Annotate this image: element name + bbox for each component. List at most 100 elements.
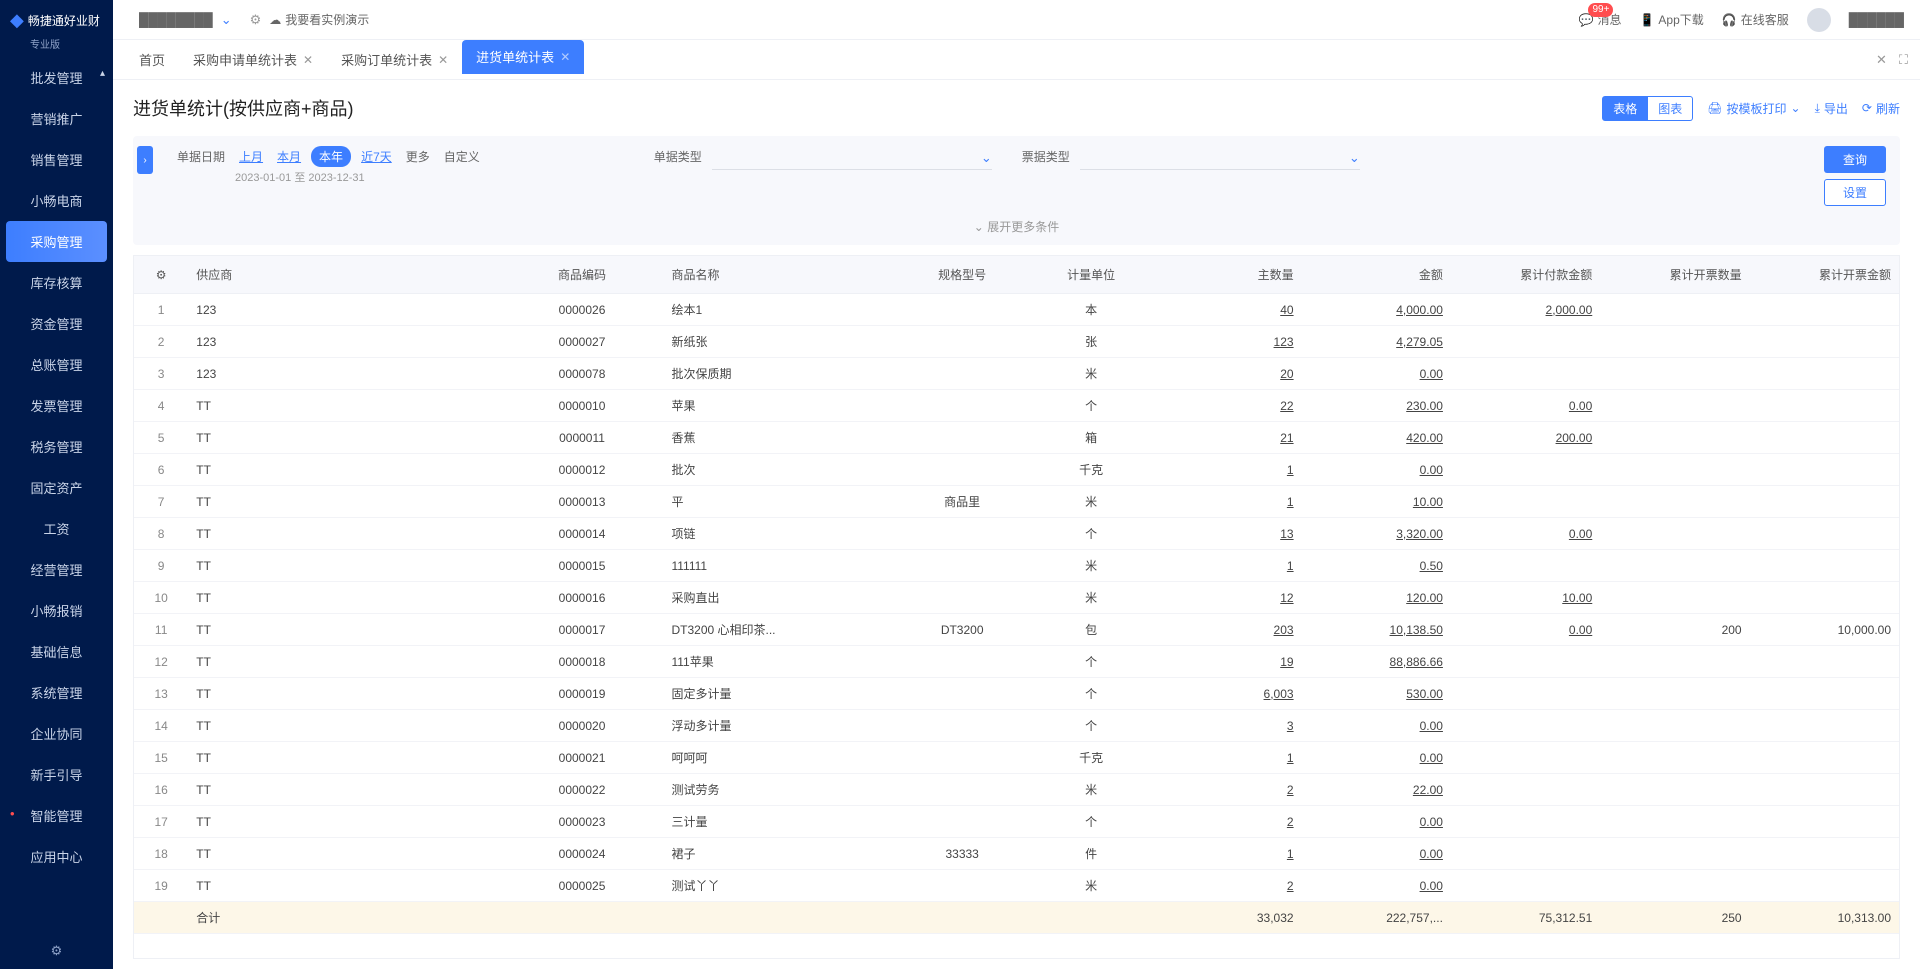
nav-item[interactable]: 资金管理 bbox=[0, 303, 113, 344]
table-row[interactable]: 21230000027新纸张张1234,279.05 bbox=[134, 326, 1899, 358]
nav-item[interactable]: 智能管理 bbox=[0, 795, 113, 836]
nav-item[interactable]: 新手引导 bbox=[0, 754, 113, 795]
nav-item[interactable]: 经营管理 bbox=[0, 549, 113, 590]
qty-cell[interactable]: 40 bbox=[1152, 294, 1301, 326]
gear-icon[interactable]: ⚙ bbox=[250, 12, 262, 28]
export-button[interactable]: ⤓ 导出 bbox=[1815, 100, 1848, 117]
tab[interactable]: 采购申请单统计表✕ bbox=[179, 40, 327, 80]
topbar-action[interactable]: 📱App下载 bbox=[1639, 11, 1703, 28]
table-row[interactable]: 17TT0000023三计量个20.00 bbox=[134, 806, 1899, 838]
qty-cell[interactable]: 123 bbox=[1152, 326, 1301, 358]
column-header[interactable]: 主数量 bbox=[1152, 256, 1301, 294]
qty-cell[interactable]: 1 bbox=[1152, 742, 1301, 774]
table-row[interactable]: 11230000026绘本1本404,000.002,000.00 bbox=[134, 294, 1899, 326]
nav-item[interactable]: 小畅电商 bbox=[0, 180, 113, 221]
topbar-action[interactable]: 🎧在线客服 bbox=[1722, 11, 1789, 28]
table-row[interactable]: 5TT0000011香蕉箱21420.00200.00 bbox=[134, 422, 1899, 454]
paid-cell[interactable]: 0.00 bbox=[1451, 614, 1600, 646]
amount-cell[interactable]: 0.00 bbox=[1302, 454, 1451, 486]
query-button[interactable]: 查询 bbox=[1824, 146, 1886, 173]
tab[interactable]: 首页 bbox=[125, 40, 179, 80]
settings-icon[interactable]: ⚙ bbox=[0, 933, 113, 969]
table-row[interactable]: 7TT0000013平商品里米110.00 bbox=[134, 486, 1899, 518]
qty-cell[interactable]: 21 bbox=[1152, 422, 1301, 454]
amount-cell[interactable]: 10.00 bbox=[1302, 486, 1451, 518]
nav-item[interactable]: 税务管理 bbox=[0, 426, 113, 467]
paid-cell[interactable]: 200.00 bbox=[1451, 422, 1600, 454]
date-chip[interactable]: 本年 bbox=[311, 146, 351, 167]
qty-cell[interactable]: 3 bbox=[1152, 710, 1301, 742]
qty-cell[interactable]: 22 bbox=[1152, 390, 1301, 422]
amount-cell[interactable]: 88,886.66 bbox=[1302, 646, 1451, 678]
table-row[interactable]: 16TT0000022测试劳务米222.00 bbox=[134, 774, 1899, 806]
table-row[interactable]: 19TT0000025测试丫丫米20.00 bbox=[134, 870, 1899, 902]
close-icon[interactable]: ✕ bbox=[438, 53, 448, 67]
tab[interactable]: 进货单统计表✕ bbox=[462, 40, 584, 74]
demo-link[interactable]: ☁ 我要看实例演示 bbox=[269, 11, 369, 28]
nav-item[interactable]: 系统管理 bbox=[0, 672, 113, 713]
table-row[interactable]: 10TT0000016采购直出米12120.0010.00 bbox=[134, 582, 1899, 614]
nav-item[interactable]: 库存核算 bbox=[0, 262, 113, 303]
collapse-filter-handle[interactable]: › bbox=[137, 146, 153, 174]
qty-cell[interactable]: 12 bbox=[1152, 582, 1301, 614]
date-chip[interactable]: 更多 bbox=[402, 146, 434, 167]
avatar[interactable] bbox=[1807, 8, 1831, 32]
nav-item[interactable]: 发票管理 bbox=[0, 385, 113, 426]
qty-cell[interactable]: 1 bbox=[1152, 550, 1301, 582]
amount-cell[interactable]: 22.00 bbox=[1302, 774, 1451, 806]
qty-cell[interactable]: 2 bbox=[1152, 806, 1301, 838]
refresh-button[interactable]: ⟳ 刷新 bbox=[1862, 100, 1900, 117]
table-row[interactable]: 15TT0000021呵呵呵千克10.00 bbox=[134, 742, 1899, 774]
fullscreen-icon[interactable]: ⛶ bbox=[1899, 52, 1908, 68]
column-header[interactable]: 商品编码 bbox=[501, 256, 664, 294]
nav-item[interactable]: 应用中心 bbox=[0, 836, 113, 877]
invoice-type-select[interactable]: ⌄ bbox=[1080, 146, 1360, 170]
column-header[interactable]: 累计开票金额 bbox=[1750, 256, 1899, 294]
column-settings-icon[interactable]: ⚙ bbox=[134, 256, 188, 294]
amount-cell[interactable]: 0.00 bbox=[1302, 838, 1451, 870]
table-row[interactable]: 4TT0000010苹果个22230.000.00 bbox=[134, 390, 1899, 422]
tab[interactable]: 采购订单统计表✕ bbox=[327, 40, 462, 80]
amount-cell[interactable]: 0.00 bbox=[1302, 806, 1451, 838]
table-row[interactable]: 8TT0000014项链个133,320.000.00 bbox=[134, 518, 1899, 550]
table-row[interactable]: 12TT0000018111苹果个1988,886.66 bbox=[134, 646, 1899, 678]
amount-cell[interactable]: 0.00 bbox=[1302, 710, 1451, 742]
nav-item[interactable]: 基础信息 bbox=[0, 631, 113, 672]
nav-item[interactable]: 小畅报销 bbox=[0, 590, 113, 631]
close-icon[interactable]: ✕ bbox=[560, 50, 570, 64]
filter-setting-button[interactable]: 设置 bbox=[1824, 179, 1886, 206]
paid-cell[interactable]: 0.00 bbox=[1451, 518, 1600, 550]
table-row[interactable]: 14TT0000020浮动多计量个30.00 bbox=[134, 710, 1899, 742]
amount-cell[interactable]: 4,000.00 bbox=[1302, 294, 1451, 326]
column-header[interactable]: 金额 bbox=[1302, 256, 1451, 294]
toggle-table[interactable]: 表格 bbox=[1602, 96, 1648, 121]
qty-cell[interactable]: 1 bbox=[1152, 454, 1301, 486]
bill-type-select[interactable]: ⌄ bbox=[712, 146, 992, 170]
table-row[interactable]: 6TT0000012批次千克10.00 bbox=[134, 454, 1899, 486]
nav-item[interactable]: 总账管理 bbox=[0, 344, 113, 385]
amount-cell[interactable]: 120.00 bbox=[1302, 582, 1451, 614]
amount-cell[interactable]: 3,320.00 bbox=[1302, 518, 1451, 550]
topbar-action[interactable]: 💬消息99+ bbox=[1578, 11, 1621, 28]
date-chip[interactable]: 近7天 bbox=[357, 146, 396, 167]
qty-cell[interactable]: 20 bbox=[1152, 358, 1301, 390]
print-button[interactable]: 🖨 按模板打印 ⌄ bbox=[1707, 100, 1800, 117]
nav-item[interactable]: 营销推广 bbox=[0, 98, 113, 139]
paid-cell[interactable]: 0.00 bbox=[1451, 390, 1600, 422]
nav-item[interactable]: 工资 bbox=[0, 508, 113, 549]
qty-cell[interactable]: 2 bbox=[1152, 774, 1301, 806]
close-all-icon[interactable]: ✕ bbox=[1876, 52, 1887, 68]
qty-cell[interactable]: 13 bbox=[1152, 518, 1301, 550]
column-header[interactable]: 商品名称 bbox=[663, 256, 894, 294]
nav-item[interactable]: 批发管理 bbox=[0, 57, 113, 98]
qty-cell[interactable]: 2 bbox=[1152, 870, 1301, 902]
org-selector[interactable]: ████████ ⌄ bbox=[129, 10, 242, 30]
amount-cell[interactable]: 0.00 bbox=[1302, 742, 1451, 774]
column-header[interactable]: 计量单位 bbox=[1030, 256, 1152, 294]
close-icon[interactable]: ✕ bbox=[303, 53, 313, 67]
date-chip[interactable]: 上月 bbox=[235, 146, 267, 167]
toggle-chart[interactable]: 图表 bbox=[1648, 96, 1693, 121]
nav-item[interactable]: 销售管理 bbox=[0, 139, 113, 180]
nav-item[interactable]: 固定资产 bbox=[0, 467, 113, 508]
column-header[interactable]: 累计开票数量 bbox=[1600, 256, 1749, 294]
